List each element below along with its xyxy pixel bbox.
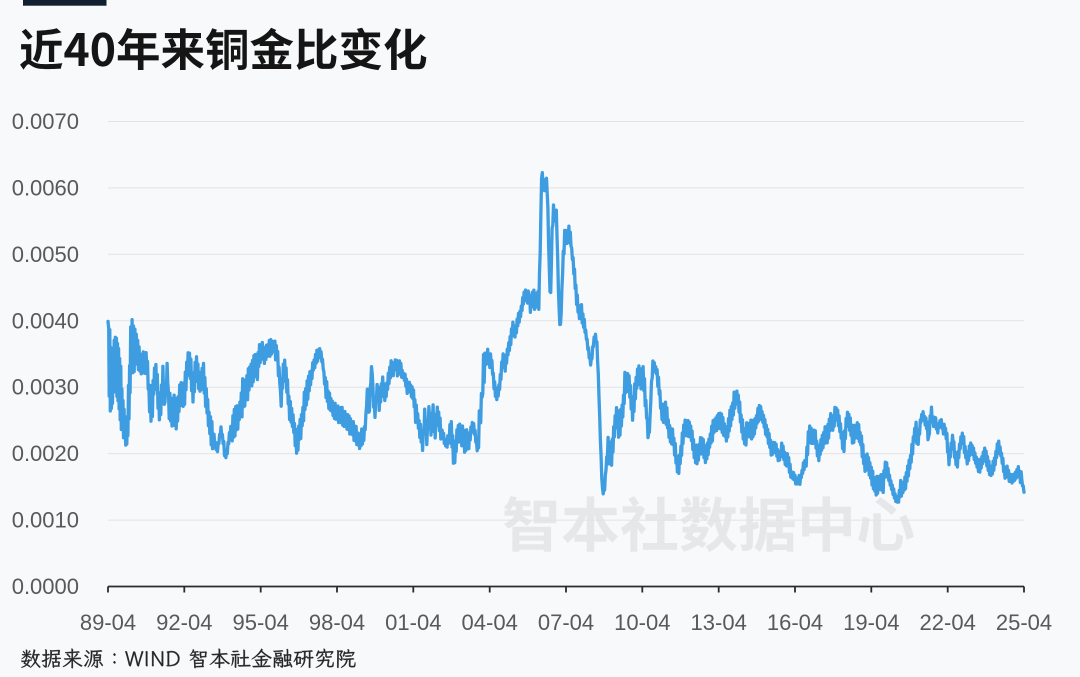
svg-text:92-04: 92-04 — [156, 610, 212, 635]
svg-text:07-04: 07-04 — [538, 610, 594, 635]
svg-text:89-04: 89-04 — [80, 610, 136, 635]
svg-text:04-04: 04-04 — [462, 610, 518, 635]
svg-text:25-04: 25-04 — [996, 610, 1052, 635]
svg-text:95-04: 95-04 — [233, 610, 289, 635]
svg-text:0.0040: 0.0040 — [12, 308, 79, 333]
svg-text:98-04: 98-04 — [309, 610, 365, 635]
svg-text:19-04: 19-04 — [843, 610, 899, 635]
svg-text:0.0060: 0.0060 — [12, 175, 79, 200]
svg-text:13-04: 13-04 — [691, 610, 747, 635]
svg-text:01-04: 01-04 — [385, 610, 441, 635]
svg-text:0.0070: 0.0070 — [12, 109, 79, 134]
svg-text:0.0010: 0.0010 — [12, 508, 79, 533]
svg-text:0.0030: 0.0030 — [12, 375, 79, 400]
svg-text:22-04: 22-04 — [920, 610, 976, 635]
svg-text:16-04: 16-04 — [767, 610, 823, 635]
svg-text:10-04: 10-04 — [614, 610, 670, 635]
svg-text:0.0020: 0.0020 — [12, 441, 79, 466]
svg-text:0.0000: 0.0000 — [12, 574, 79, 599]
svg-text:0.0050: 0.0050 — [12, 242, 79, 267]
